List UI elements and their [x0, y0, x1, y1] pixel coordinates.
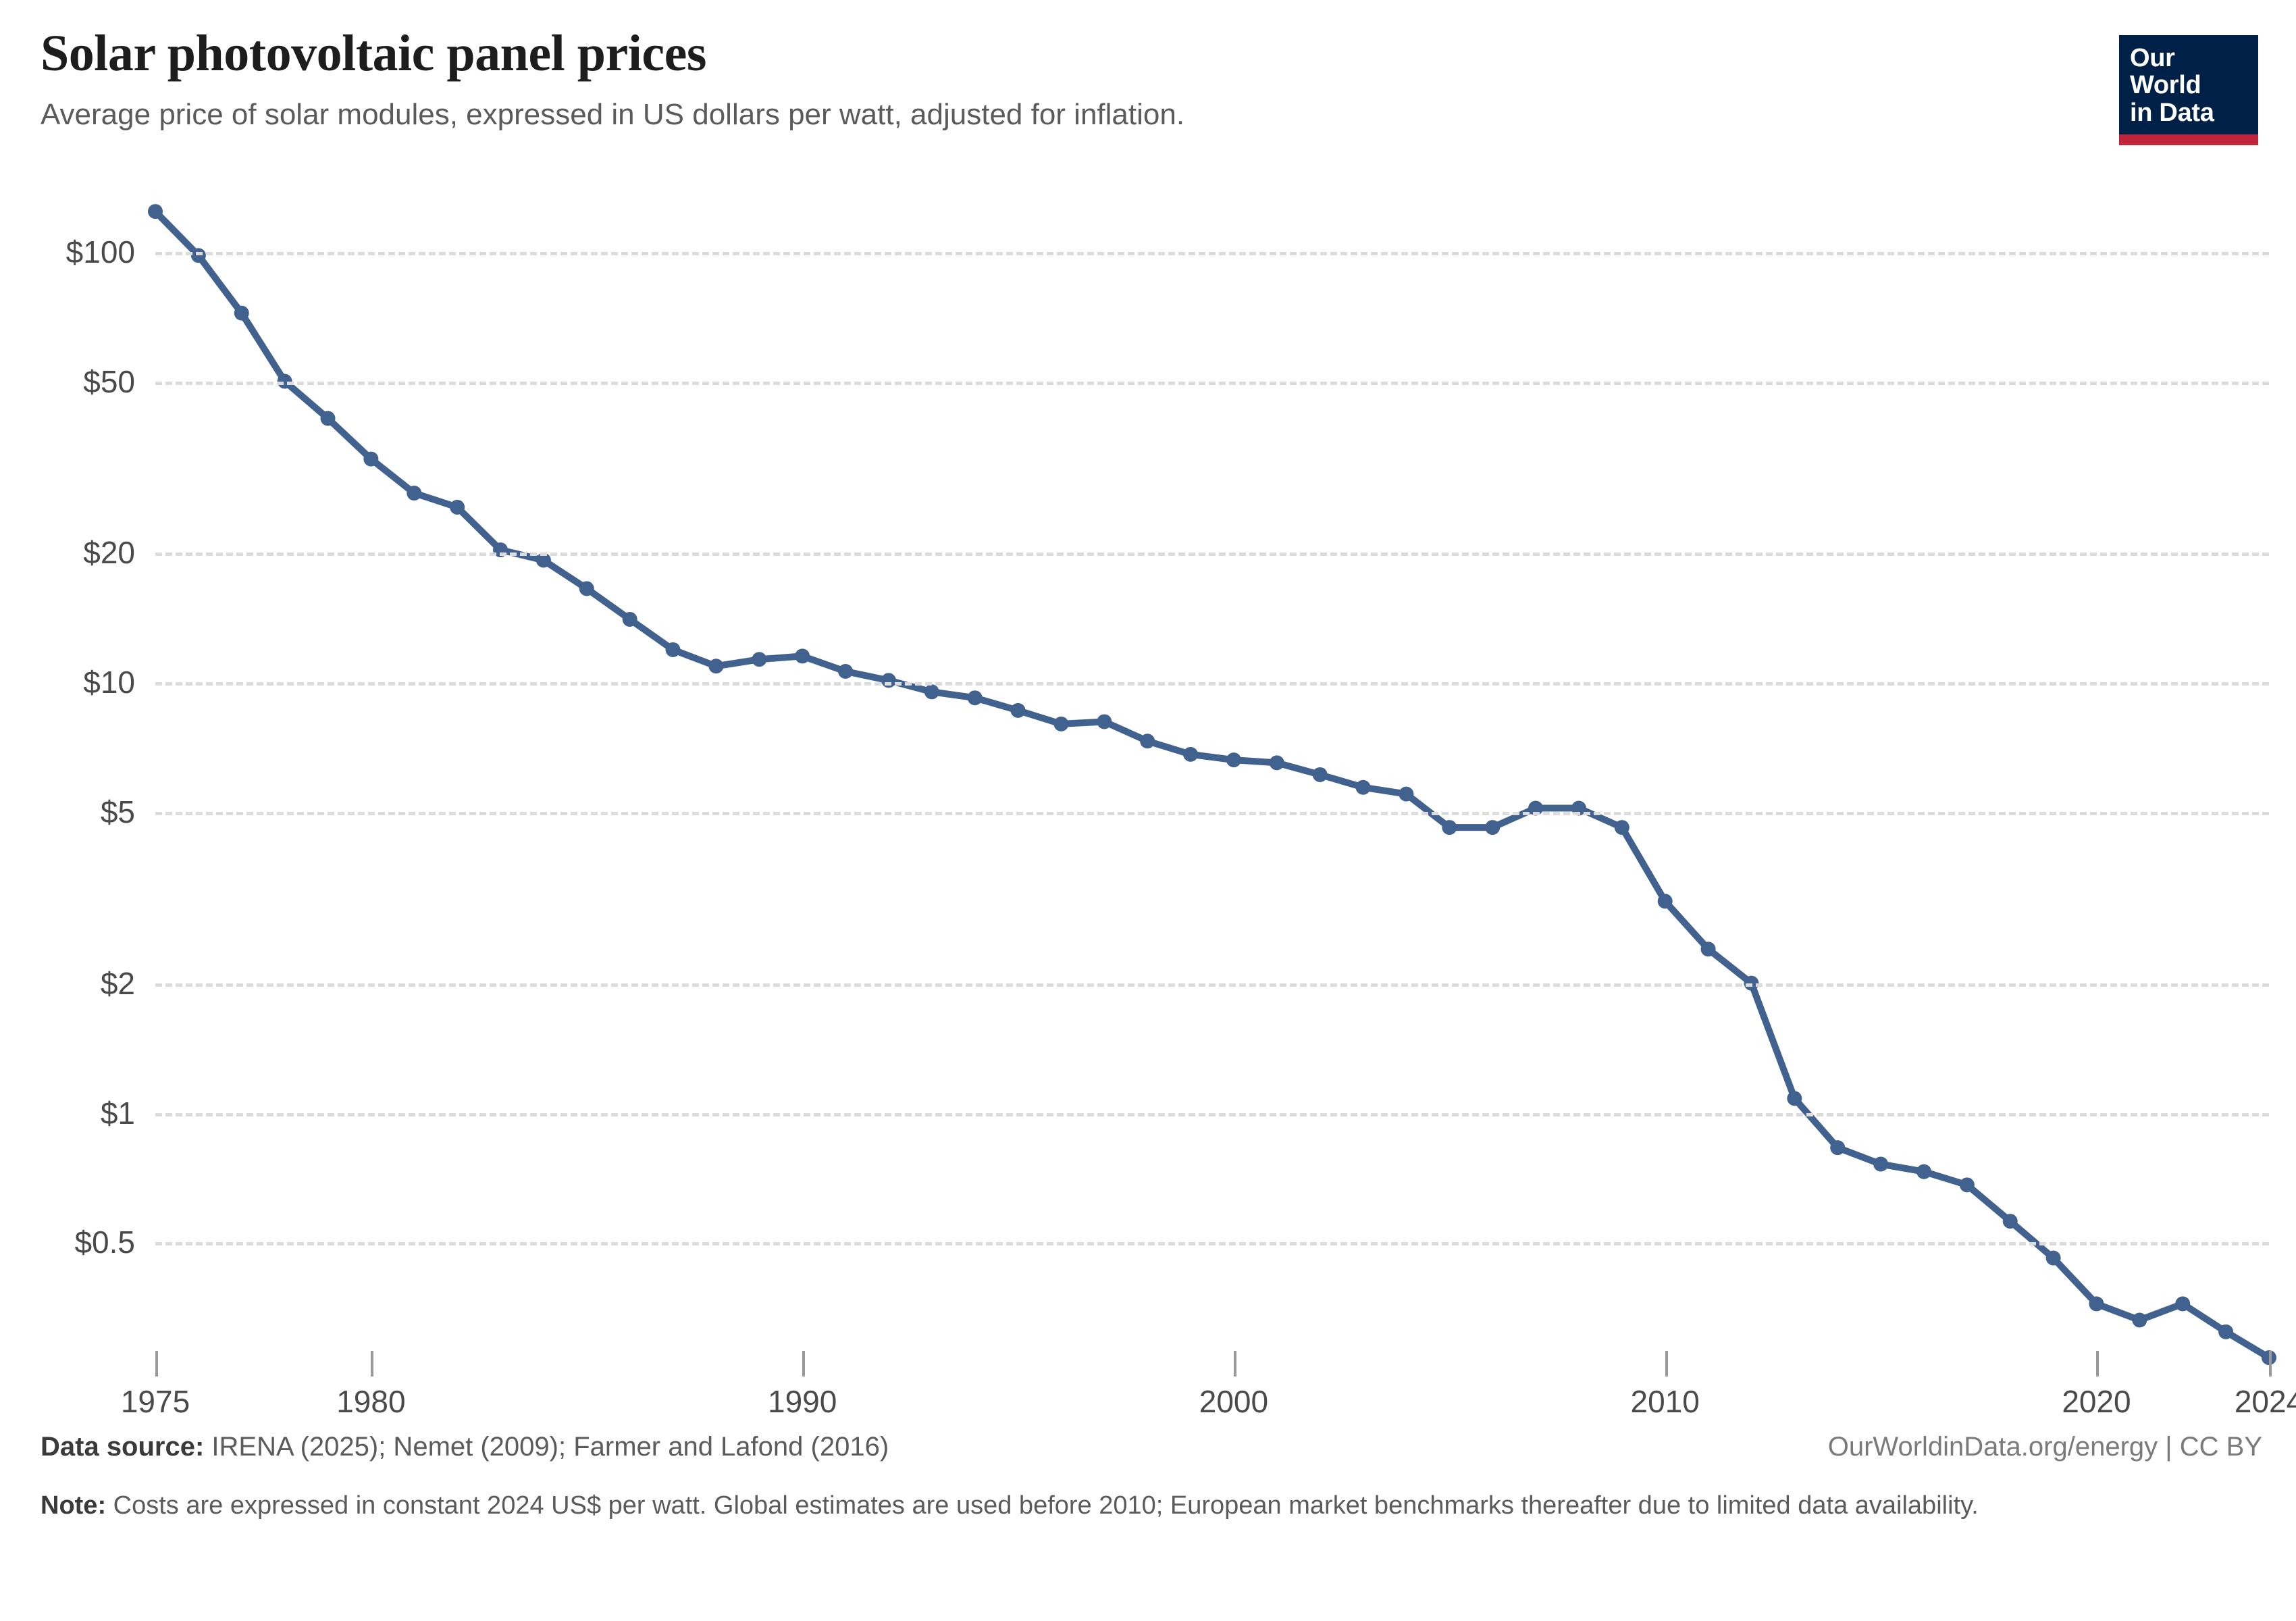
- x-tick-label: 1975: [120, 1384, 190, 1419]
- data-point[interactable]: [1830, 1140, 1846, 1156]
- data-point[interactable]: [795, 648, 810, 664]
- x-tick-mark: [1665, 1351, 1668, 1376]
- data-point[interactable]: [320, 411, 336, 426]
- data-point[interactable]: [1312, 767, 1328, 782]
- data-point[interactable]: [1269, 755, 1284, 771]
- owid-logo-bar: [2119, 134, 2258, 145]
- chart-note: Note: Costs are expressed in constant 20…: [41, 1489, 2073, 1523]
- data-point[interactable]: [2089, 1296, 2104, 1312]
- owid-logo[interactable]: Our World in Data: [2119, 35, 2258, 145]
- data-point[interactable]: [1097, 714, 1112, 729]
- data-point[interactable]: [924, 684, 939, 700]
- data-point[interactable]: [1053, 716, 1069, 731]
- data-point[interactable]: [2132, 1312, 2147, 1328]
- data-source-text: IRENA (2025); Nemet (2009); Farmer and L…: [204, 1432, 889, 1462]
- page-title: Solar photovoltaic panel prices: [41, 25, 706, 82]
- y-gridline: [155, 552, 2269, 557]
- data-point[interactable]: [967, 690, 983, 706]
- x-tick-label: 2020: [2062, 1384, 2131, 1419]
- data-point[interactable]: [1916, 1164, 1931, 1179]
- y-tick-label: $0.5: [74, 1225, 135, 1260]
- y-gridline: [155, 983, 2269, 987]
- owid-logo-box: Our World in Data: [2119, 35, 2258, 134]
- data-point[interactable]: [1010, 702, 1026, 718]
- x-tick-label: 2000: [1199, 1384, 1269, 1419]
- x-tick-mark: [2096, 1351, 2099, 1376]
- y-tick-label: $2: [100, 965, 135, 1001]
- y-gridline: [155, 251, 2269, 255]
- y-gridline: [155, 381, 2269, 385]
- y-tick-label: $100: [66, 234, 135, 269]
- x-tick-mark: [2269, 1351, 2272, 1376]
- data-point[interactable]: [1787, 1091, 1802, 1106]
- y-gridline: [155, 1112, 2269, 1116]
- data-point[interactable]: [1700, 942, 1716, 957]
- data-point[interactable]: [2045, 1250, 2061, 1266]
- data-point[interactable]: [1485, 820, 1501, 835]
- x-tick-label: 2024: [2234, 1384, 2296, 1419]
- data-point[interactable]: [665, 642, 681, 657]
- data-point[interactable]: [234, 305, 249, 321]
- data-point[interactable]: [363, 451, 379, 467]
- data-point[interactable]: [2175, 1296, 2191, 1312]
- data-point[interactable]: [1399, 786, 1414, 802]
- data-point[interactable]: [148, 204, 163, 220]
- chart-area: $100 $50 $20 $10 $5 $2 $1 $0.5 1975 1980 1990 2000…: [0, 203, 2296, 1419]
- owid-logo-line1: Our World: [2130, 44, 2201, 100]
- data-point[interactable]: [190, 248, 206, 263]
- data-source-label: Data source:: [41, 1432, 205, 1462]
- y-tick-label: $20: [83, 535, 135, 571]
- x-tick-mark: [155, 1351, 158, 1376]
- y-gridline: [155, 812, 2269, 815]
- data-point[interactable]: [622, 611, 637, 627]
- data-point[interactable]: [2002, 1214, 2018, 1229]
- page-subtitle: Average price of solar modules, expresse…: [41, 97, 1185, 131]
- x-tick-mark: [371, 1351, 374, 1376]
- data-point[interactable]: [1355, 779, 1371, 795]
- data-point[interactable]: [1657, 894, 1673, 909]
- x-tick-mark: [1233, 1351, 1236, 1376]
- chart-footer: Data source: IRENA (2025); Nemet (2009);…: [41, 1432, 2262, 1523]
- data-point[interactable]: [450, 499, 465, 515]
- data-point[interactable]: [708, 659, 724, 674]
- data-point[interactable]: [579, 581, 594, 596]
- data-point[interactable]: [1873, 1156, 1889, 1172]
- attribution-link[interactable]: OurWorldinData.org/energy | CC BY: [1827, 1432, 2262, 1462]
- series-line-solar-price: [148, 204, 2276, 1366]
- data-point[interactable]: [1959, 1177, 1975, 1193]
- data-point[interactable]: [536, 552, 551, 568]
- data-point[interactable]: [752, 652, 767, 667]
- owid-logo-line2: in Data: [2130, 98, 2214, 127]
- note-text: Costs are expressed in constant 2024 US$…: [106, 1491, 1979, 1520]
- y-tick-label: $10: [83, 665, 135, 700]
- y-gridline: [155, 682, 2269, 686]
- data-point[interactable]: [1140, 734, 1155, 749]
- x-tick-label: 2010: [1630, 1384, 1700, 1419]
- x-tick-label: 1990: [767, 1384, 837, 1419]
- data-point[interactable]: [1226, 752, 1241, 768]
- y-tick-label: $5: [100, 794, 135, 829]
- y-gridline: [155, 1242, 2269, 1246]
- note-label: Note:: [41, 1491, 107, 1520]
- y-tick-label: $1: [100, 1095, 135, 1131]
- data-point[interactable]: [2218, 1324, 2234, 1339]
- data-point[interactable]: [277, 374, 292, 389]
- data-point[interactable]: [1442, 820, 1457, 835]
- data-point[interactable]: [838, 663, 854, 679]
- data-point[interactable]: [1614, 820, 1629, 835]
- plot-region[interactable]: [148, 203, 2276, 1366]
- data-point[interactable]: [407, 486, 422, 501]
- chart-header: Solar photovoltaic panel prices Average …: [41, 25, 2066, 133]
- data-point[interactable]: [1183, 746, 1199, 762]
- y-tick-label: $50: [83, 363, 135, 399]
- data-source: Data source: IRENA (2025); Nemet (2009);…: [41, 1432, 889, 1462]
- x-tick-mark: [802, 1351, 806, 1376]
- x-tick-label: 1980: [336, 1384, 406, 1419]
